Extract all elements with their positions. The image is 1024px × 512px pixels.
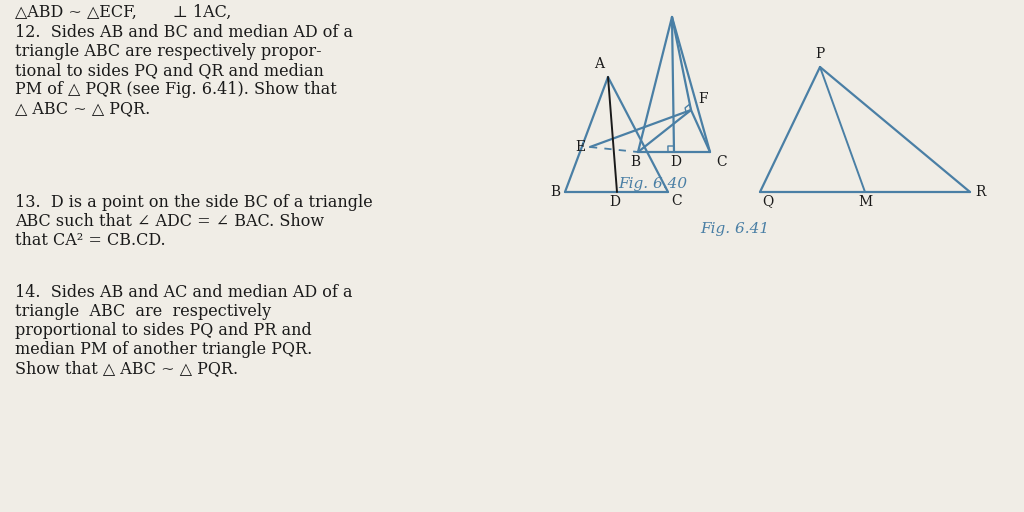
Text: D: D: [609, 195, 621, 209]
Text: △ABD ~ △ECF,       ⊥ 1AC,: △ABD ~ △ECF, ⊥ 1AC,: [15, 4, 231, 21]
Text: Fig. 6.40: Fig. 6.40: [618, 177, 687, 191]
Text: M: M: [858, 195, 872, 209]
Text: median PM of another triangle PQR.: median PM of another triangle PQR.: [15, 341, 312, 358]
Text: P: P: [815, 47, 824, 61]
Text: tional to sides PQ and QR and median: tional to sides PQ and QR and median: [15, 62, 324, 79]
Text: 13.  D is a point on the side BC of a triangle: 13. D is a point on the side BC of a tri…: [15, 194, 373, 211]
Text: Show that △ ABC ~ △ PQR.: Show that △ ABC ~ △ PQR.: [15, 360, 239, 377]
Text: B: B: [630, 155, 640, 169]
Text: 12.  Sides AB and BC and median AD of a: 12. Sides AB and BC and median AD of a: [15, 24, 353, 41]
Text: C: C: [716, 155, 727, 169]
Text: C: C: [671, 194, 682, 208]
Text: that CA² = CB.CD.: that CA² = CB.CD.: [15, 232, 166, 249]
Text: triangle ABC are respectively propor-: triangle ABC are respectively propor-: [15, 43, 322, 60]
Text: R: R: [975, 185, 985, 199]
Text: 14.  Sides AB and AC and median AD of a: 14. Sides AB and AC and median AD of a: [15, 284, 352, 301]
Text: proportional to sides PQ and PR and: proportional to sides PQ and PR and: [15, 322, 311, 339]
Text: ABC such that ∠ ADC = ∠ BAC. Show: ABC such that ∠ ADC = ∠ BAC. Show: [15, 213, 325, 230]
Text: E: E: [574, 140, 585, 154]
Text: F: F: [698, 92, 708, 106]
Text: B: B: [550, 185, 560, 199]
Text: △ ABC ~ △ PQR.: △ ABC ~ △ PQR.: [15, 100, 151, 117]
Text: Q: Q: [762, 194, 773, 208]
Text: triangle  ABC  are  respectively: triangle ABC are respectively: [15, 303, 271, 320]
Text: D: D: [671, 155, 682, 169]
Text: Fig. 6.41: Fig. 6.41: [700, 222, 769, 236]
Text: A: A: [594, 57, 604, 71]
Text: PM of △ PQR (see Fig. 6.41). Show that: PM of △ PQR (see Fig. 6.41). Show that: [15, 81, 337, 98]
